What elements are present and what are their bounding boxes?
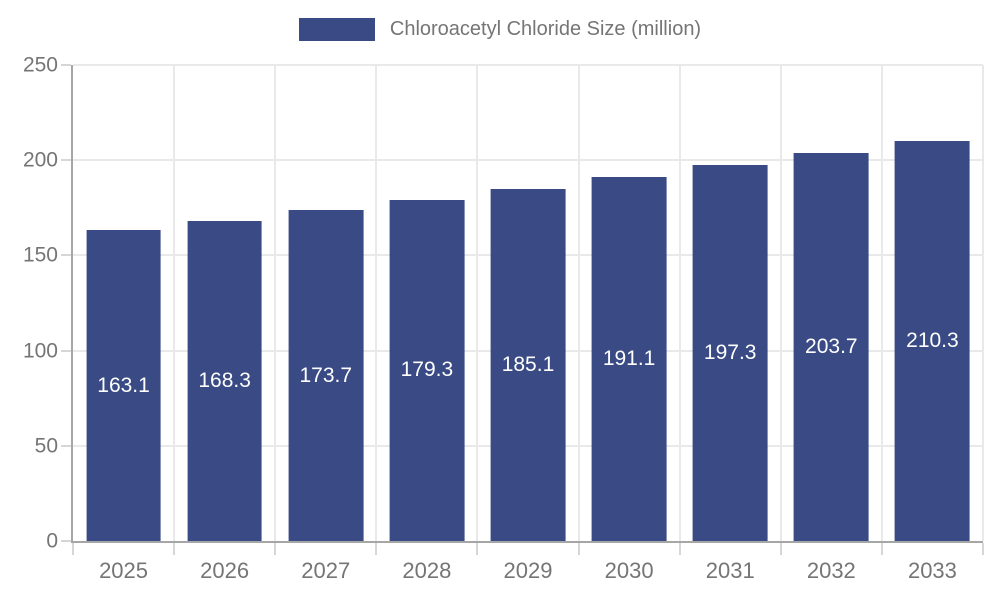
- legend-label: Chloroacetyl Chloride Size (million): [389, 18, 702, 40]
- y-tick-label: 250: [22, 53, 58, 77]
- bar-2029[interactable]: 185.1: [490, 188, 566, 541]
- x-tick-label: 2025: [99, 558, 149, 583]
- y-tick-label: 150: [22, 243, 58, 267]
- x-tick-label: 2029: [503, 558, 553, 583]
- x-tick-label: 2027: [301, 558, 351, 583]
- x-tick-mark: [678, 543, 681, 555]
- v-gridline: [577, 65, 580, 541]
- bar-value-label: 203.7: [805, 335, 858, 359]
- bar-slot: 168.3: [174, 65, 275, 541]
- y-axis-line: [71, 65, 73, 543]
- y-axis: 0 50 100 150 200 250: [0, 55, 58, 552]
- x-tick-mark: [72, 543, 74, 555]
- y-tick-label: 0: [46, 529, 58, 553]
- bar-value-label: 173.7: [299, 363, 353, 387]
- v-gridline: [476, 65, 479, 541]
- bar-value-label: 168.3: [198, 368, 251, 392]
- bar-2028[interactable]: 179.3: [389, 199, 465, 541]
- y-tick-mark: [61, 349, 71, 352]
- x-tick-label: 2030: [604, 558, 654, 583]
- v-gridline: [173, 65, 176, 541]
- x-tick-label: 2032: [806, 558, 856, 583]
- bar-slot: 210.3: [882, 65, 983, 541]
- y-tick-mark: [61, 159, 71, 162]
- bar-slot: 191.1: [579, 65, 680, 541]
- bar-2030[interactable]: 191.1: [591, 177, 667, 541]
- y-tick-mark: [61, 64, 71, 66]
- bar-2032[interactable]: 203.7: [793, 153, 869, 541]
- v-gridline: [375, 65, 378, 541]
- bars: 163.1 168.3 173.7 179.3 185.1 191.1 197.3 203.7…: [73, 65, 983, 541]
- x-tick-mark: [375, 543, 378, 555]
- x-tick-label: 2031: [705, 558, 755, 583]
- x-tick-mark: [880, 543, 883, 555]
- y-tick-mark: [61, 444, 71, 447]
- x-tick-label: 2033: [907, 558, 957, 583]
- bar-2025[interactable]: 163.1: [86, 230, 161, 541]
- y-tick-label: 50: [34, 434, 58, 458]
- bar-2027[interactable]: 173.7: [288, 210, 364, 541]
- h-gridline: [73, 64, 983, 66]
- v-gridline: [274, 65, 277, 541]
- y-tick-label: 100: [22, 339, 58, 363]
- y-tick-mark: [61, 254, 71, 257]
- bar-value-label: 210.3: [906, 328, 959, 352]
- bar-2033[interactable]: 210.3: [895, 140, 970, 541]
- bar-value-label: 197.3: [703, 341, 757, 365]
- x-tick-mark: [577, 543, 580, 555]
- bar-value-label: 179.3: [400, 358, 454, 382]
- h-gridline: [73, 159, 983, 162]
- y-tick-mark: [61, 540, 71, 542]
- x-tick-label: 2028: [402, 558, 452, 583]
- plot-area: 163.1 168.3 173.7 179.3 185.1 191.1 197.3 203.7…: [61, 64, 984, 555]
- x-axis-line: [71, 541, 983, 543]
- x-tick-mark: [982, 543, 984, 555]
- v-gridline: [982, 65, 984, 541]
- v-gridline: [779, 65, 782, 541]
- x-tick-mark: [779, 543, 782, 555]
- x-tick-label: 2026: [200, 558, 250, 583]
- x-tick-mark: [476, 543, 479, 555]
- v-gridline: [880, 65, 883, 541]
- x-tick-mark: [274, 543, 277, 555]
- bar-slot: 163.1: [73, 65, 174, 541]
- bar-slot: 185.1: [477, 65, 578, 541]
- x-tick-mark: [173, 543, 176, 555]
- x-axis: 2025 2026 2027 2028 2029 2030 2031 2032 2033: [73, 560, 983, 590]
- bar-value-label: 191.1: [602, 347, 656, 371]
- bar-slot: 179.3: [376, 65, 477, 541]
- bar-value-label: 185.1: [501, 352, 555, 376]
- bar-value-label: 163.1: [97, 373, 150, 397]
- bar-slot: 173.7: [275, 65, 376, 541]
- legend-item[interactable]: Chloroacetyl Chloride Size (million): [0, 18, 1000, 41]
- legend-swatch: [298, 18, 375, 41]
- v-gridline: [678, 65, 681, 541]
- bar-slot: 203.7: [781, 65, 882, 541]
- y-tick-label: 200: [22, 148, 58, 172]
- bar-2031[interactable]: 197.3: [692, 165, 768, 541]
- bar-2026[interactable]: 168.3: [187, 220, 263, 541]
- bar-slot: 197.3: [680, 65, 781, 541]
